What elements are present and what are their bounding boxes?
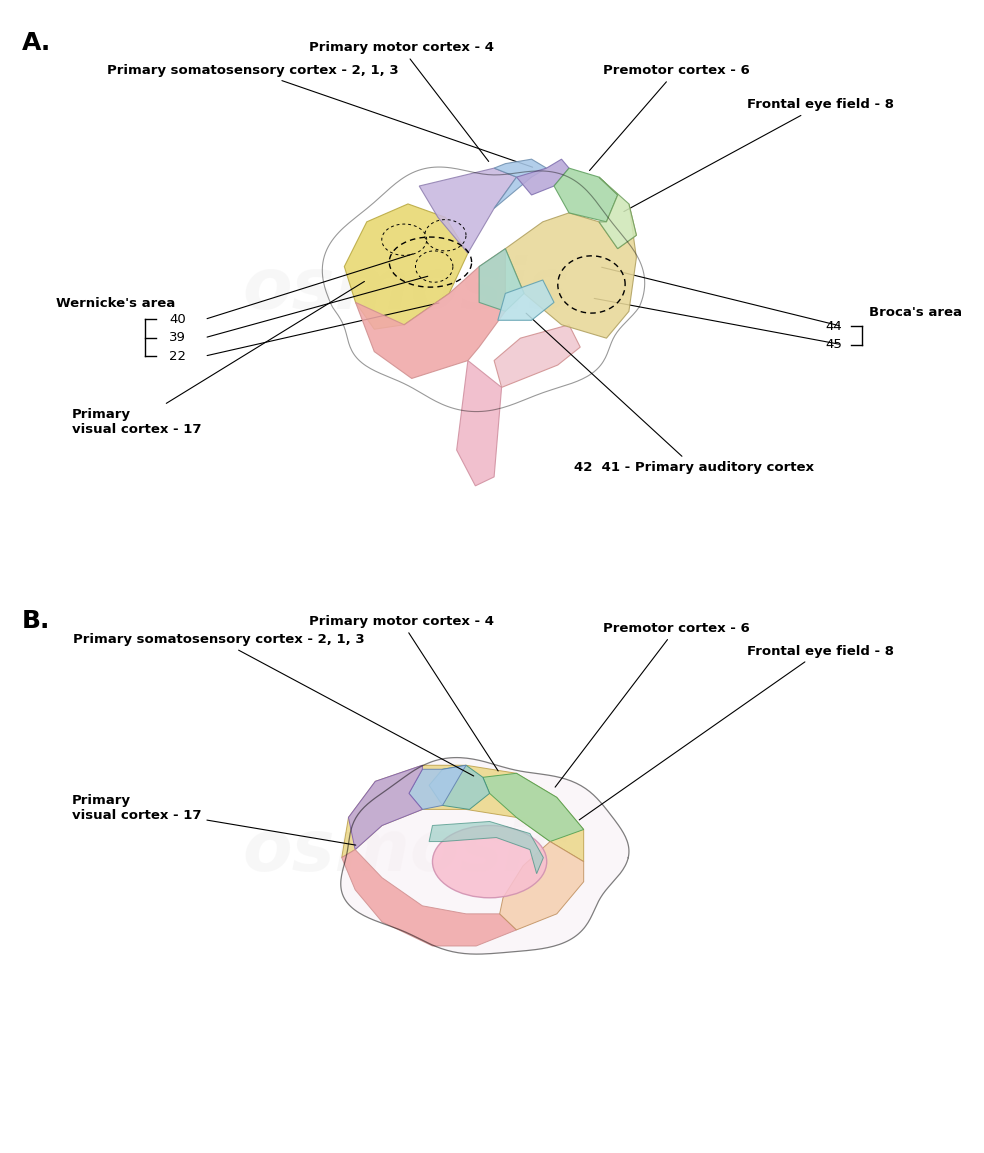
Polygon shape (494, 325, 581, 387)
Polygon shape (409, 766, 466, 809)
Text: Primary motor cortex - 4: Primary motor cortex - 4 (309, 615, 498, 771)
Text: 45: 45 (826, 338, 842, 352)
Text: 40: 40 (169, 312, 186, 326)
Text: Broca's area: Broca's area (869, 306, 961, 319)
Text: A.: A. (22, 31, 51, 55)
Polygon shape (419, 168, 517, 254)
Polygon shape (494, 159, 546, 209)
Text: 42  41 - Primary auditory cortex: 42 41 - Primary auditory cortex (526, 314, 814, 474)
Text: Wernicke's area: Wernicke's area (55, 297, 175, 310)
Text: Premotor cortex - 6: Premotor cortex - 6 (555, 621, 750, 787)
Text: Primary somatosensory cortex - 2, 1, 3: Primary somatosensory cortex - 2, 1, 3 (106, 63, 532, 167)
Text: Primary somatosensory cortex - 2, 1, 3: Primary somatosensory cortex - 2, 1, 3 (73, 633, 473, 776)
Polygon shape (457, 361, 502, 485)
Text: 22: 22 (169, 349, 186, 363)
Polygon shape (554, 168, 618, 221)
Polygon shape (479, 249, 524, 311)
Polygon shape (500, 842, 584, 930)
Polygon shape (341, 766, 584, 861)
Text: osmosis: osmosis (242, 817, 570, 887)
Polygon shape (429, 766, 490, 809)
Ellipse shape (432, 826, 547, 898)
Text: Primary motor cortex - 4: Primary motor cortex - 4 (309, 42, 494, 161)
Text: Primary
visual cortex - 17: Primary visual cortex - 17 (72, 794, 356, 845)
Polygon shape (483, 774, 584, 842)
Text: Premotor cortex - 6: Premotor cortex - 6 (589, 63, 750, 171)
Polygon shape (429, 821, 543, 874)
Text: Primary
visual cortex - 17: Primary visual cortex - 17 (72, 281, 364, 436)
Polygon shape (355, 249, 506, 378)
Polygon shape (348, 766, 422, 850)
Polygon shape (506, 204, 637, 338)
Text: osmosis: osmosis (242, 255, 570, 324)
Polygon shape (340, 758, 629, 955)
Text: Frontal eye field - 8: Frontal eye field - 8 (580, 645, 893, 820)
Text: Frontal eye field - 8: Frontal eye field - 8 (624, 98, 893, 211)
Polygon shape (599, 178, 637, 249)
Polygon shape (344, 204, 467, 330)
Polygon shape (341, 850, 517, 945)
Text: B.: B. (22, 609, 50, 633)
Polygon shape (517, 159, 569, 195)
Text: 44: 44 (826, 319, 842, 333)
Text: 39: 39 (169, 331, 186, 345)
Polygon shape (498, 280, 554, 321)
